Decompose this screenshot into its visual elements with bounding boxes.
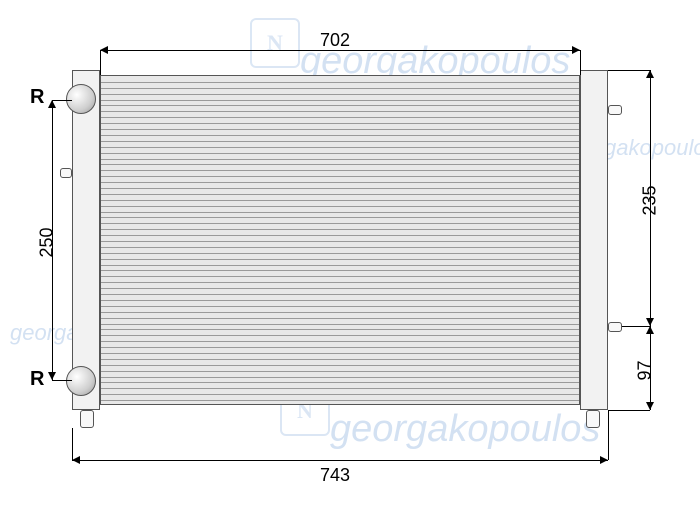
dim-label-right-97: 97 (635, 360, 656, 380)
dim-arrow (100, 46, 108, 54)
dim-arrow (48, 372, 56, 380)
dim-arrow (48, 100, 56, 108)
dim-arrow (646, 402, 654, 410)
stub-left-mid (60, 168, 72, 178)
dim-arrow (600, 456, 608, 464)
radiator-fins (101, 76, 579, 404)
r-label-top: R (30, 86, 44, 109)
stub-right-mid (608, 322, 622, 332)
dim-line-bottom (72, 460, 608, 461)
watermark-logo-letter: N (267, 30, 283, 56)
dim-arrow (646, 70, 654, 78)
dim-arrow (646, 326, 654, 334)
dim-arrow (72, 456, 80, 464)
dim-ext-line (580, 50, 581, 75)
dim-arrow (646, 318, 654, 326)
dim-ext-line (52, 380, 72, 381)
dim-label-right-235: 235 (640, 185, 661, 215)
inlet-bottom (66, 366, 96, 396)
stub-right-top (608, 105, 622, 115)
radiator-tank-left (72, 70, 100, 410)
radiator-tank-right (580, 70, 608, 410)
dim-label-top-width: 702 (320, 30, 350, 51)
inlet-top (66, 84, 96, 114)
watermark-text: georgakopoulos (330, 408, 600, 451)
dim-ext-line (608, 70, 650, 71)
r-label-bottom: R (30, 368, 44, 391)
dim-label-bottom-width: 743 (320, 465, 350, 486)
mount-peg-left (80, 410, 94, 428)
dim-arrow (572, 46, 580, 54)
dim-ext-line (608, 410, 609, 460)
diagram-stage: N N N georgakopoulos georgakopoulos geor… (0, 0, 700, 519)
mount-peg-right (586, 410, 600, 428)
radiator-core (100, 75, 580, 405)
dim-ext-line (608, 410, 650, 411)
dim-label-left-height: 250 (37, 227, 58, 257)
watermark-logo: N (250, 18, 300, 68)
